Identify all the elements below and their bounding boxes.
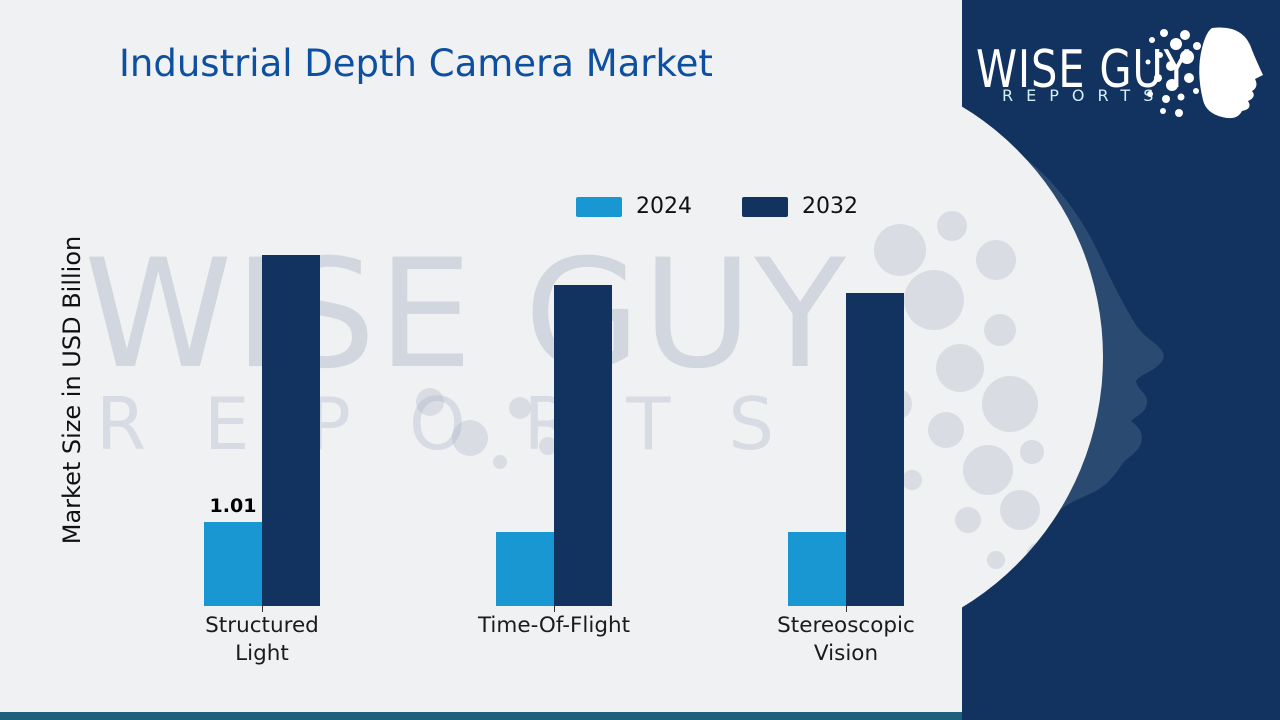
legend-item-2024: 2024 bbox=[576, 194, 692, 219]
legend-swatch-2024 bbox=[576, 196, 622, 217]
legend-label-2032: 2032 bbox=[802, 194, 858, 219]
x-axis-tick bbox=[554, 606, 555, 612]
legend: 2024 2032 bbox=[576, 194, 858, 219]
bar-2024-structured-light bbox=[204, 522, 262, 606]
x-axis-tick bbox=[262, 606, 263, 612]
legend-swatch-2032 bbox=[742, 196, 788, 217]
logo-subtext: REPORTS bbox=[1002, 86, 1167, 105]
bar-2032-structured-light bbox=[262, 255, 320, 606]
bar-value-label: 1.01 bbox=[209, 495, 257, 517]
category-label: Structured Light bbox=[205, 613, 319, 666]
head-silhouette bbox=[984, 150, 1164, 560]
legend-item-2032: 2032 bbox=[742, 194, 858, 219]
page-title: Industrial Depth Camera Market bbox=[119, 42, 713, 85]
footer-accent-bar bbox=[0, 712, 1280, 720]
bar-2032-time-of-flight bbox=[554, 285, 612, 606]
bar-2032-stereoscopic-vision bbox=[846, 293, 904, 606]
legend-label-2024: 2024 bbox=[636, 194, 692, 219]
category-label: Stereoscopic Vision bbox=[777, 613, 915, 666]
watermark-subtext: REPORTS bbox=[96, 382, 832, 466]
watermark-wordmark: WISE GUY bbox=[84, 228, 848, 402]
x-axis-tick bbox=[846, 606, 847, 612]
logo-wordmark: WISE GUY bbox=[976, 40, 1190, 100]
bar-2024-time-of-flight bbox=[496, 532, 554, 606]
bar-2024-stereoscopic-vision bbox=[788, 532, 846, 606]
category-label: Time-Of-Flight bbox=[477, 613, 631, 638]
